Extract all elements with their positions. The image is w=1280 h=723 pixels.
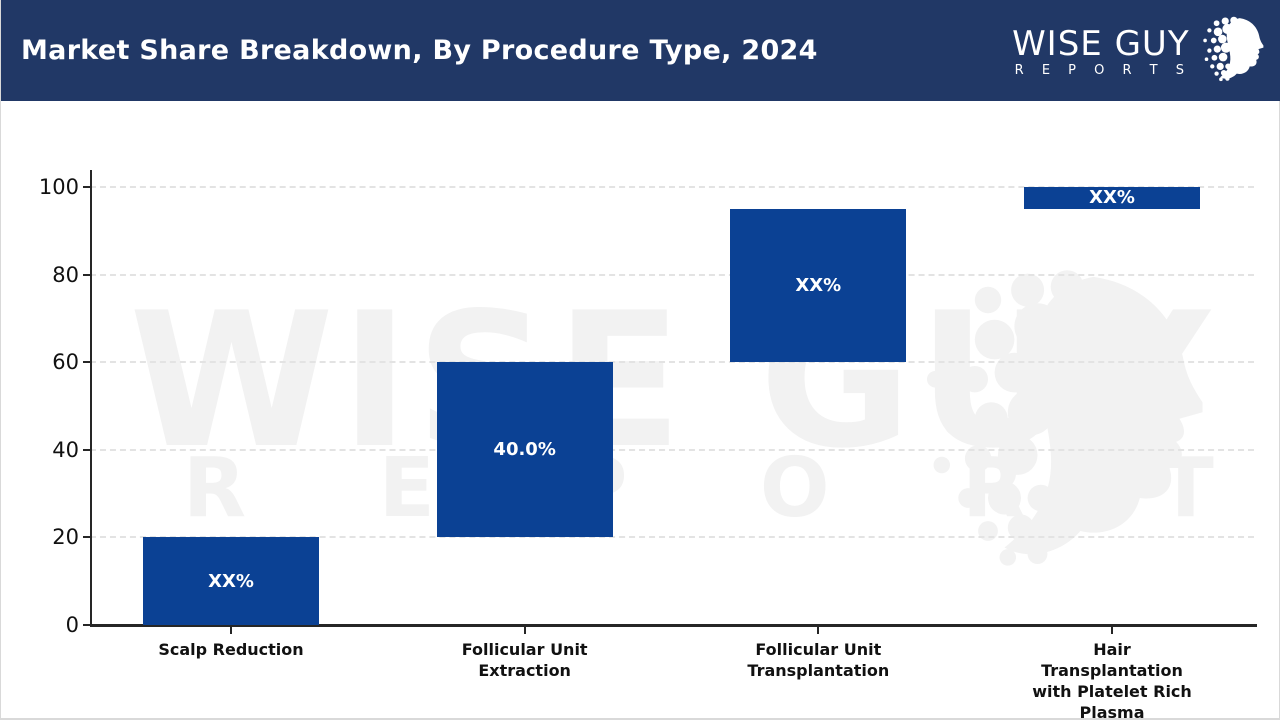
- y-tick-label-20: 20: [52, 525, 79, 550]
- bar-value-label: XX%: [795, 275, 842, 297]
- gridline-100: [90, 186, 1254, 188]
- wise-guy-logo: WISE GUY R E P O R T S: [1011, 12, 1267, 92]
- gridline-80: [90, 273, 1254, 276]
- page-title: Market Share Breakdown, By Procedure Typ…: [21, 35, 818, 66]
- y-tick-mark-20: [83, 536, 90, 539]
- category-label-line: with Platelet Rich: [1032, 682, 1192, 702]
- bar-value-label: 40.0%: [493, 439, 556, 461]
- category-label-line: Follicular Unit: [755, 640, 882, 659]
- bar-value-label: XX%: [208, 570, 254, 592]
- gridline-20: [90, 536, 1254, 539]
- gridline-40: [90, 448, 1254, 451]
- y-tick-label-80: 80: [52, 262, 79, 287]
- category-label-line: Hair: [1093, 640, 1131, 659]
- bar-segment: XX%: [1024, 187, 1200, 209]
- logo-subtitle: R E P O R T S: [1014, 62, 1191, 78]
- y-tick-mark-0: [83, 624, 90, 626]
- logo-face-icon: [1203, 16, 1264, 81]
- y-tick-mark-100: [83, 186, 90, 188]
- x-tick-mark-3: [1111, 626, 1113, 634]
- category-label-line: Plasma: [1079, 703, 1145, 723]
- y-tick-label-100: 100: [38, 175, 79, 199]
- y-tick-label-40: 40: [52, 437, 79, 462]
- bar-segment: 40.0%: [436, 362, 613, 538]
- bar-segment: XX%: [143, 537, 319, 625]
- y-tick-mark-80: [83, 273, 90, 276]
- category-label: Follicular Unit Transplantation: [688, 639, 948, 681]
- gridline-60: [90, 361, 1254, 364]
- bar-segment: XX%: [730, 208, 907, 363]
- x-tick-mark-2: [817, 626, 820, 634]
- watermark-face-icon: [926, 270, 1203, 566]
- logo-wordmark: WISE GUY: [1012, 23, 1190, 64]
- category-label-line: Follicular Unit: [461, 640, 588, 659]
- y-axis-line: [90, 170, 92, 627]
- y-tick-mark-60: [83, 361, 90, 364]
- category-label: Follicular Unit Extraction: [395, 639, 655, 681]
- category-label-line: Scalp Reduction: [158, 640, 304, 659]
- category-label-line: Transplantation: [1041, 661, 1183, 681]
- x-tick-mark-0: [230, 626, 232, 634]
- y-tick-label-0: 0: [65, 613, 79, 637]
- logo-text: WISE GUY R E P O R T S: [1011, 27, 1191, 77]
- category-label: Scalp Reduction: [101, 639, 361, 660]
- category-label: Hair Transplantation with Platelet Rich Pla…: [982, 639, 1242, 723]
- x-axis-line: [90, 624, 1257, 627]
- y-tick-mark-40: [83, 448, 90, 451]
- category-label-line: Transplantation: [747, 661, 890, 681]
- header-bar: Market Share Breakdown, By Procedure Typ…: [1, 0, 1280, 101]
- category-label-line: Extraction: [478, 661, 571, 681]
- bar-value-label: XX%: [1089, 187, 1135, 209]
- y-tick-label-60: 60: [52, 350, 79, 375]
- x-tick-mark-1: [523, 626, 526, 634]
